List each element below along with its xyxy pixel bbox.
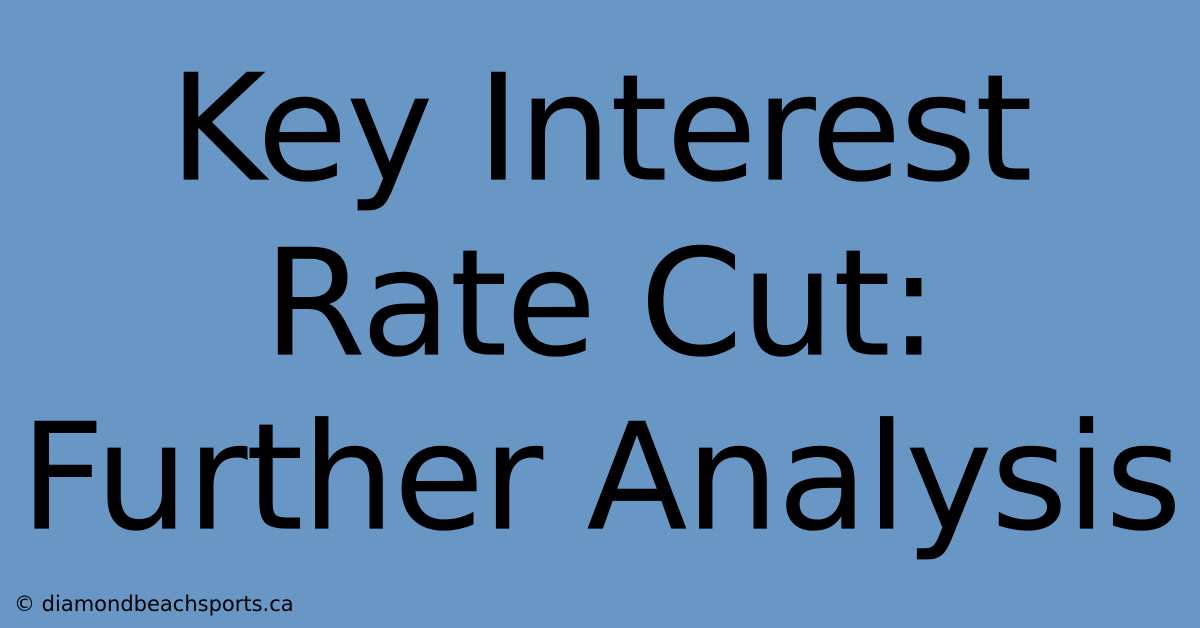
headline-line-2: Rate Cut: xyxy=(0,216,1200,391)
attribution-text: © diamondbeachsports.ca xyxy=(14,592,294,616)
headline-line-1: Key Interest xyxy=(0,42,1200,217)
headline-title: Key Interest Rate Cut: Further Analysis xyxy=(0,42,1200,566)
headline-line-3: Further Analysis xyxy=(0,391,1200,566)
